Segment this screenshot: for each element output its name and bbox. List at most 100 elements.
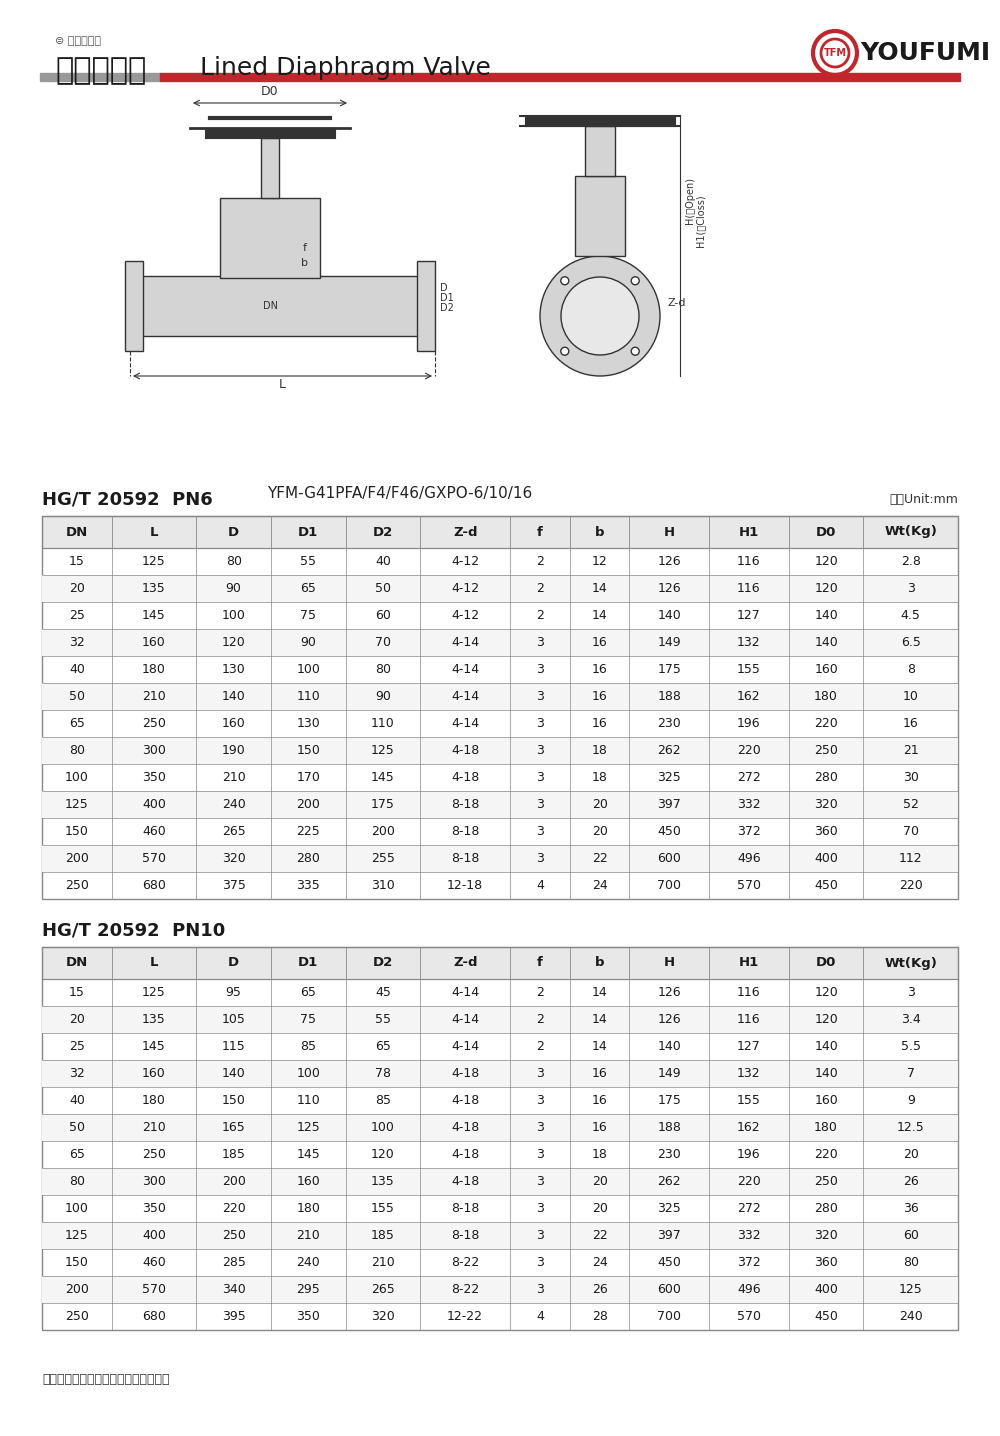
Text: 120: 120 <box>814 987 838 999</box>
Text: 155: 155 <box>737 663 761 676</box>
Text: 320: 320 <box>222 852 246 864</box>
Circle shape <box>561 348 569 355</box>
Text: 200: 200 <box>65 852 89 864</box>
Text: 14: 14 <box>592 1012 607 1025</box>
Text: 16: 16 <box>592 1122 607 1134</box>
Text: 4-14: 4-14 <box>451 663 479 676</box>
Text: D: D <box>228 956 239 969</box>
Text: 180: 180 <box>142 1094 166 1107</box>
Text: 145: 145 <box>142 1040 166 1053</box>
Text: 40: 40 <box>375 554 391 569</box>
Text: 332: 332 <box>737 1229 761 1242</box>
Text: 16: 16 <box>903 717 919 729</box>
Text: 衬氟隔膜阀: 衬氟隔膜阀 <box>55 56 146 85</box>
Text: 7: 7 <box>907 1067 915 1080</box>
Text: HG/T 20592  PN10: HG/T 20592 PN10 <box>42 922 225 939</box>
Bar <box>42 844 958 872</box>
Text: 120: 120 <box>814 1012 838 1025</box>
Text: 3: 3 <box>536 798 544 811</box>
Text: 250: 250 <box>222 1229 246 1242</box>
Text: 4-14: 4-14 <box>451 636 479 649</box>
Text: 80: 80 <box>69 744 85 757</box>
Text: 220: 220 <box>737 1175 761 1188</box>
Circle shape <box>631 348 639 355</box>
Text: 210: 210 <box>371 1256 395 1269</box>
Text: 397: 397 <box>657 1229 681 1242</box>
Text: 40: 40 <box>69 663 85 676</box>
Text: 150: 150 <box>296 744 320 757</box>
Text: 65: 65 <box>300 987 316 999</box>
Bar <box>42 1277 958 1302</box>
Text: 160: 160 <box>296 1175 320 1188</box>
Text: 570: 570 <box>737 879 761 892</box>
Text: 4-14: 4-14 <box>451 1040 479 1053</box>
Text: 400: 400 <box>814 1282 838 1297</box>
Text: Z-d: Z-d <box>453 526 477 538</box>
Text: 125: 125 <box>65 1229 89 1242</box>
Text: 75: 75 <box>300 1012 316 1025</box>
Text: 16: 16 <box>592 663 607 676</box>
Text: 5.5: 5.5 <box>901 1040 921 1053</box>
Text: 680: 680 <box>142 1310 166 1323</box>
Text: 116: 116 <box>737 1012 761 1025</box>
Text: 注：更多尺寸，请联系有氟密工程师。: 注：更多尺寸，请联系有氟密工程师。 <box>42 1373 170 1386</box>
Text: 3: 3 <box>536 744 544 757</box>
Text: H: H <box>664 526 675 538</box>
Text: 45: 45 <box>375 987 391 999</box>
Text: 310: 310 <box>371 879 395 892</box>
Text: ⊜ 衬氟隔膜阀: ⊜ 衬氟隔膜阀 <box>55 36 101 46</box>
Text: 130: 130 <box>296 717 320 729</box>
Text: 160: 160 <box>814 1094 838 1107</box>
Text: 120: 120 <box>371 1147 395 1160</box>
Text: 360: 360 <box>814 826 838 839</box>
Text: 185: 185 <box>371 1229 395 1242</box>
Text: 3: 3 <box>536 1067 544 1080</box>
Text: 162: 162 <box>737 1122 761 1134</box>
Text: 60: 60 <box>903 1229 919 1242</box>
Text: 295: 295 <box>296 1282 320 1297</box>
Text: 78: 78 <box>375 1067 391 1080</box>
Text: 230: 230 <box>657 717 681 729</box>
Text: 115: 115 <box>222 1040 246 1053</box>
Text: 397: 397 <box>657 798 681 811</box>
Text: 24: 24 <box>592 1256 607 1269</box>
Text: 140: 140 <box>222 691 246 704</box>
Text: 3: 3 <box>907 987 915 999</box>
Text: 4.5: 4.5 <box>901 609 921 622</box>
Text: 126: 126 <box>657 1012 681 1025</box>
Text: 3: 3 <box>536 1147 544 1160</box>
Text: 165: 165 <box>222 1122 246 1134</box>
Text: 140: 140 <box>814 1067 838 1080</box>
Text: 372: 372 <box>737 826 761 839</box>
Text: 272: 272 <box>737 1202 761 1215</box>
Text: 85: 85 <box>375 1094 391 1107</box>
Text: 3: 3 <box>536 852 544 864</box>
Text: 16: 16 <box>592 717 607 729</box>
Text: 14: 14 <box>592 987 607 999</box>
Text: 22: 22 <box>592 852 607 864</box>
Text: 135: 135 <box>371 1175 395 1188</box>
Text: 210: 210 <box>296 1229 320 1242</box>
Bar <box>575 177 625 256</box>
Text: 3: 3 <box>536 1256 544 1269</box>
Text: 125: 125 <box>142 554 166 569</box>
Bar <box>42 1222 958 1249</box>
Text: 120: 120 <box>222 636 246 649</box>
Text: 8-18: 8-18 <box>451 798 479 811</box>
Text: TFM: TFM <box>824 47 846 57</box>
Text: 112: 112 <box>899 852 923 864</box>
Text: H1(关Closs): H1(关Closs) <box>695 195 705 247</box>
Bar <box>585 126 615 177</box>
Text: 90: 90 <box>226 582 242 595</box>
Text: 300: 300 <box>142 1175 166 1188</box>
Text: H(开Open): H(开Open) <box>685 178 695 224</box>
Text: 320: 320 <box>814 798 838 811</box>
Text: 162: 162 <box>737 691 761 704</box>
Text: 2.8: 2.8 <box>901 554 921 569</box>
Text: 70: 70 <box>375 636 391 649</box>
Text: 350: 350 <box>142 1202 166 1215</box>
Text: 126: 126 <box>657 582 681 595</box>
Text: 16: 16 <box>592 636 607 649</box>
Text: Z-d: Z-d <box>453 956 477 969</box>
Text: 65: 65 <box>375 1040 391 1053</box>
